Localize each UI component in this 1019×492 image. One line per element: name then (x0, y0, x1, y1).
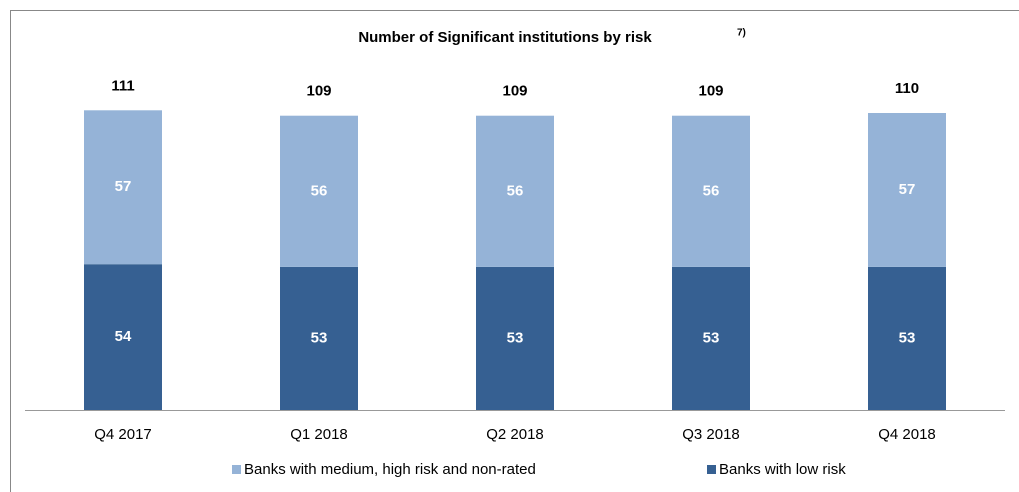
bar-segment (868, 113, 946, 267)
x-tick-label: Q3 2018 (682, 426, 740, 443)
title-note: 7) (737, 28, 746, 39)
data-label: 53 (507, 329, 524, 346)
bar-segment (868, 266, 946, 410)
frame (10, 10, 1019, 492)
total-label: 111 (111, 77, 134, 94)
x-tick-label: Q4 2018 (878, 426, 936, 443)
bar-segment (672, 115, 750, 267)
bar-segment (476, 115, 554, 267)
x-tick-label: Q1 2018 (290, 426, 348, 443)
legend-label: Banks with medium, high risk and non-rat… (244, 461, 536, 478)
data-label: 56 (311, 182, 328, 199)
total-label: 110 (895, 80, 919, 97)
data-label: 53 (311, 329, 328, 346)
total-label: 109 (698, 83, 723, 100)
data-label: 57 (115, 178, 132, 195)
data-label: 54 (115, 328, 132, 345)
x-tick-label: Q4 2017 (94, 426, 152, 443)
bar-segment (280, 115, 358, 267)
bar-segment (280, 266, 358, 410)
data-label: 53 (703, 329, 720, 346)
total-label: 109 (502, 83, 527, 100)
bar-segment (476, 266, 554, 410)
bar-segment (84, 110, 162, 265)
x-tick-label: Q2 2018 (486, 426, 544, 443)
bar-segment (672, 266, 750, 410)
bar-segment (84, 264, 162, 410)
chart-title: Number of Significant institutions by ri… (358, 29, 652, 46)
data-label: 56 (703, 182, 720, 199)
data-label: 56 (507, 182, 524, 199)
legend-swatch (707, 465, 716, 474)
data-label: 57 (899, 181, 916, 198)
legend-swatch (232, 465, 241, 474)
legend-label: Banks with low risk (719, 461, 846, 478)
data-label: 53 (899, 329, 916, 346)
total-label: 109 (306, 83, 331, 100)
